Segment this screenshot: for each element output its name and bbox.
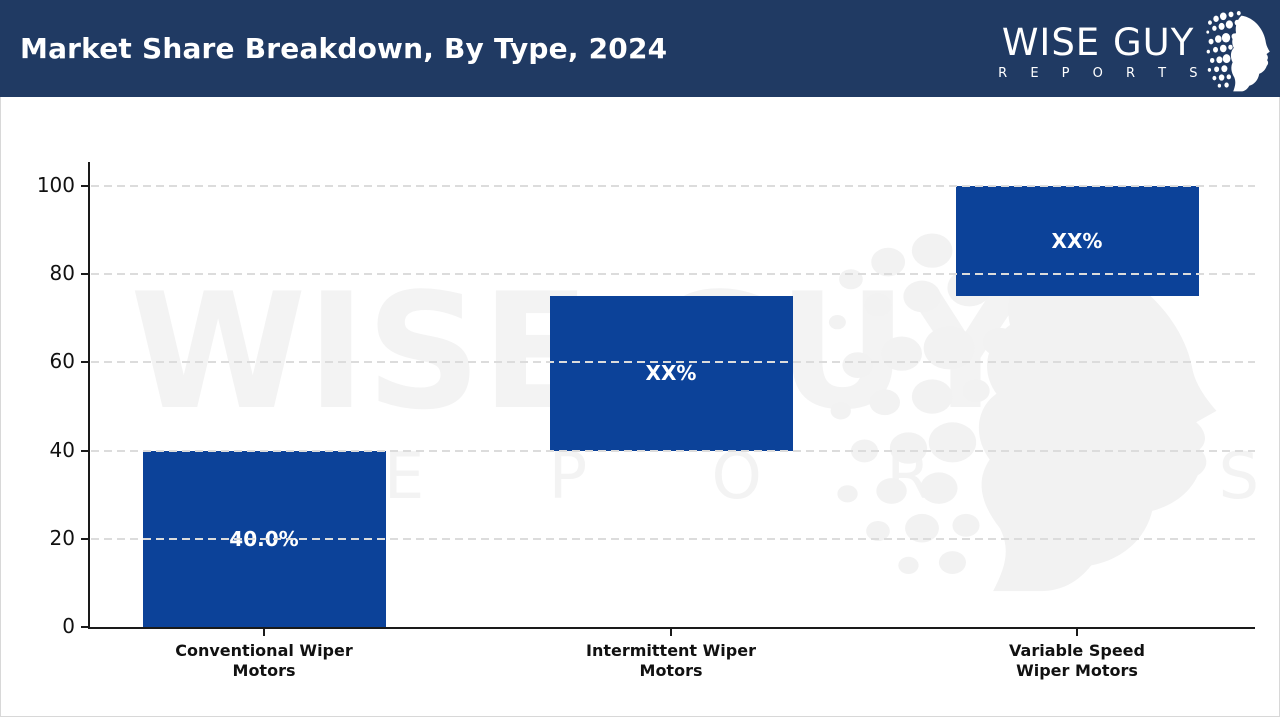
grid-line [91, 537, 1255, 540]
bar: XX% [549, 296, 793, 451]
grid-line [91, 449, 1255, 452]
page-title: Market Share Breakdown, By Type, 2024 [20, 32, 668, 65]
y-tick-mark [81, 185, 89, 187]
x-category-label: Variable Speed Wiper Motors [1009, 641, 1145, 680]
grid-line [91, 185, 1255, 187]
x-tick-mark [263, 629, 265, 636]
x-tick-mark [670, 629, 672, 636]
y-tick-mark [81, 361, 89, 364]
y-axis-line [88, 162, 90, 629]
y-tick-label: 60 [49, 349, 75, 374]
brand-subname: R E P O R T S [998, 65, 1207, 81]
y-tick-mark [81, 273, 89, 276]
grid-line [91, 273, 1255, 276]
y-tick-label: 0 [62, 614, 75, 638]
y-tick-mark [81, 537, 89, 540]
bar-value-label: XX% [1051, 229, 1103, 254]
y-tick-label: 80 [49, 261, 75, 286]
header-bar: Market Share Breakdown, By Type, 2024 WI… [0, 0, 1280, 97]
x-category-label: Conventional Wiper Motors [175, 641, 353, 680]
x-category-label: Intermittent Wiper Motors [586, 641, 756, 680]
bar-value-label: XX% [645, 361, 697, 386]
x-tick-mark [1076, 629, 1078, 636]
y-tick-label: 100 [36, 173, 75, 197]
y-tick-mark [81, 626, 89, 628]
y-tick-mark [81, 449, 89, 452]
y-tick-label: 20 [49, 525, 75, 550]
brand-text: WISE GUY R E P O R T S [998, 24, 1198, 80]
grid-line [91, 361, 1255, 364]
x-axis-line [88, 627, 1255, 629]
brand-logo: WISE GUY R E P O R T S [998, 6, 1280, 92]
bar: XX% [955, 186, 1199, 297]
brand-head-icon [1200, 10, 1272, 92]
brand-name: WISE GUY [1001, 20, 1195, 64]
y-tick-label: 40 [49, 437, 75, 462]
